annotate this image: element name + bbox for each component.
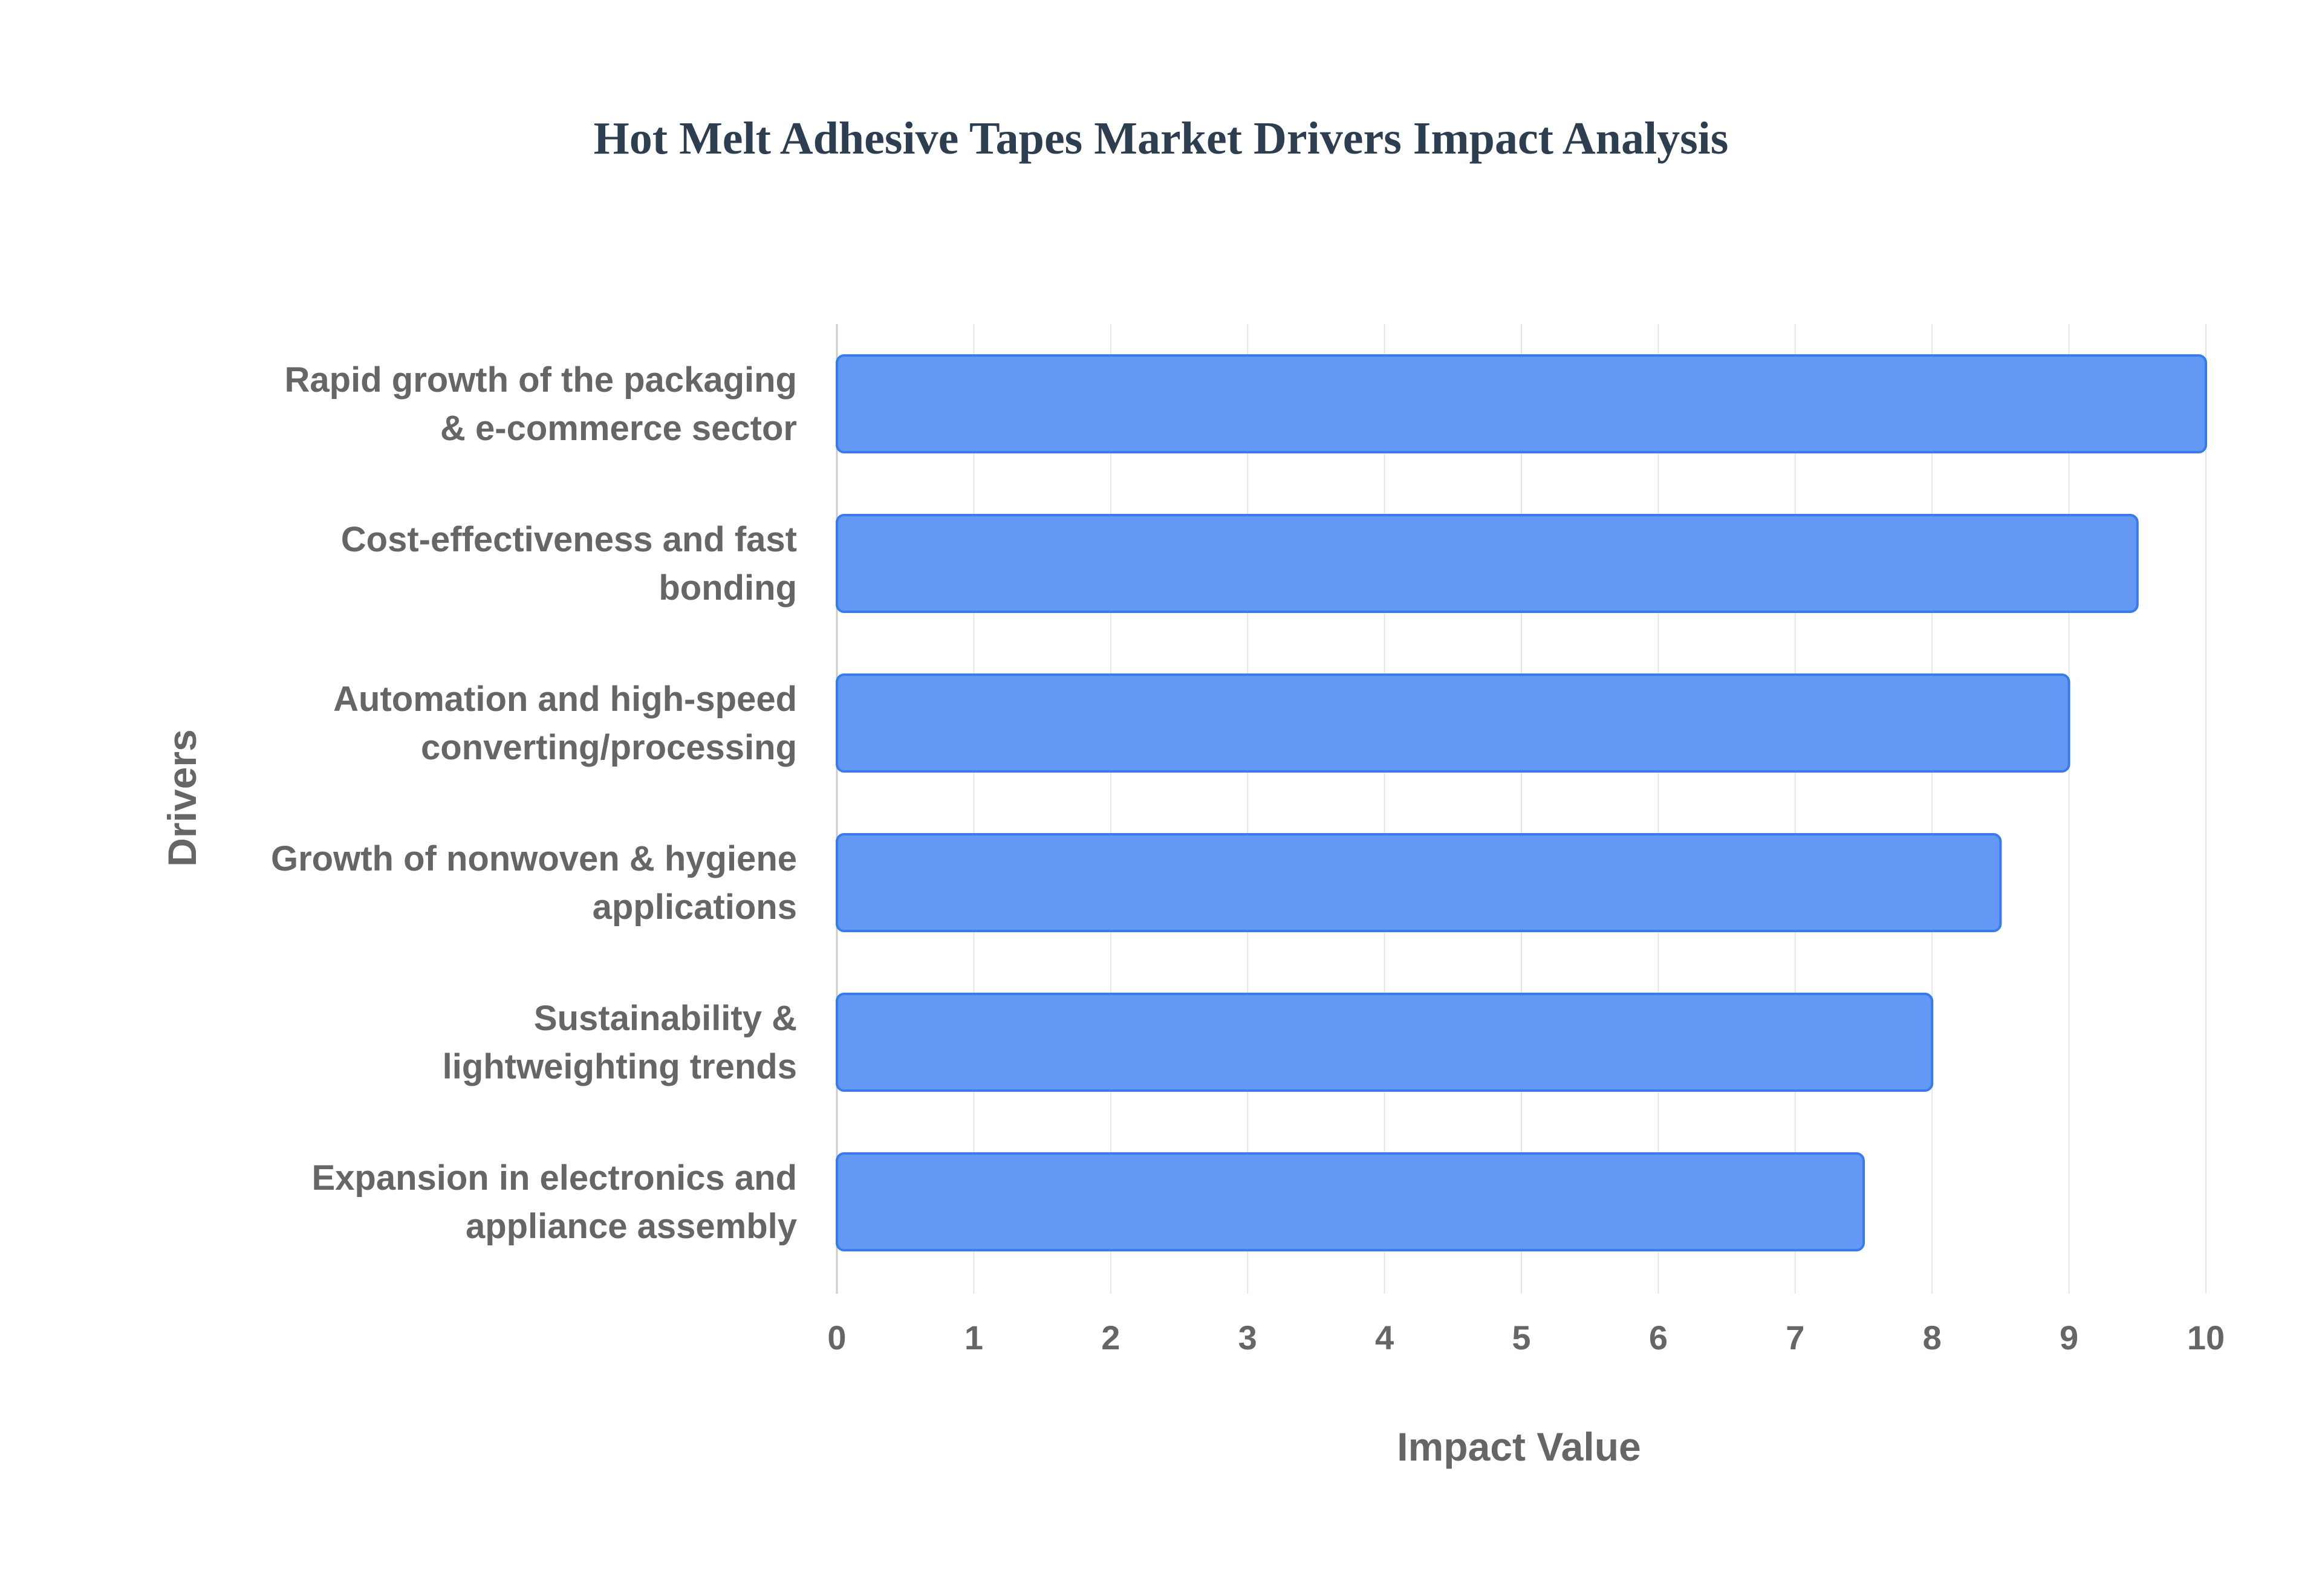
x-axis-title: Impact Value: [1397, 1424, 1641, 1469]
category-label: Sustainability & lightweighting trends: [443, 999, 797, 1086]
x-tick-label: 7: [1786, 1319, 1804, 1357]
x-tick-label: 4: [1375, 1319, 1394, 1357]
x-tick-label: 8: [1923, 1319, 1942, 1357]
category-label-line: lightweighting trends: [443, 1047, 797, 1086]
x-tick-label: 9: [2060, 1319, 2078, 1357]
category-label: Automation and high-speed converting/proc…: [333, 680, 797, 767]
category-label-line: Expansion in electronics and: [311, 1158, 797, 1198]
y-axis-title: Drivers: [160, 729, 204, 867]
bar: [836, 514, 2139, 613]
category-label-line: appliance assembly: [466, 1207, 797, 1246]
category-label-line: converting/processing: [421, 728, 797, 767]
category-label-line: & e-commerce sector: [440, 409, 797, 448]
category-label-line: Sustainability &: [534, 999, 797, 1038]
x-axis-ticks: 0 1 2 3 4 5 6 7 8 9 10: [827, 1319, 2225, 1357]
x-tick-label: 6: [1649, 1319, 1668, 1357]
y-axis-categories: Rapid growth of the packaging & e-commerc…: [271, 360, 797, 1246]
x-tick-label: 1: [964, 1319, 983, 1357]
category-label: Cost-effectiveness and fast bonding: [341, 520, 797, 608]
bars: [836, 354, 2207, 1251]
category-label-line: Automation and high-speed: [333, 680, 797, 719]
bar: [836, 673, 2070, 773]
category-label-line: Rapid growth of the packaging: [285, 360, 797, 400]
grid-lines: [836, 324, 2207, 1294]
category-label-line: Growth of nonwoven & hygiene: [271, 839, 797, 878]
category-label: Growth of nonwoven & hygiene applications: [271, 839, 797, 927]
x-tick-label: 5: [1512, 1319, 1530, 1357]
bar: [836, 354, 2207, 453]
category-label-line: bonding: [659, 568, 797, 608]
bar: [836, 833, 2002, 932]
bar: [836, 993, 1934, 1092]
chart-title: Hot Melt Adhesive Tapes Market Drivers I…: [594, 113, 1729, 164]
x-tick-label: 0: [827, 1319, 846, 1357]
bar: [836, 1152, 1865, 1251]
category-label-line: applications: [593, 887, 797, 927]
category-label: Rapid growth of the packaging & e-commerc…: [285, 360, 797, 448]
x-tick-label: 10: [2187, 1319, 2225, 1357]
category-label: Expansion in electronics and appliance as…: [311, 1158, 797, 1246]
x-tick-label: 3: [1238, 1319, 1257, 1357]
category-label-line: Cost-effectiveness and fast: [341, 520, 797, 559]
x-tick-label: 2: [1101, 1319, 1120, 1357]
